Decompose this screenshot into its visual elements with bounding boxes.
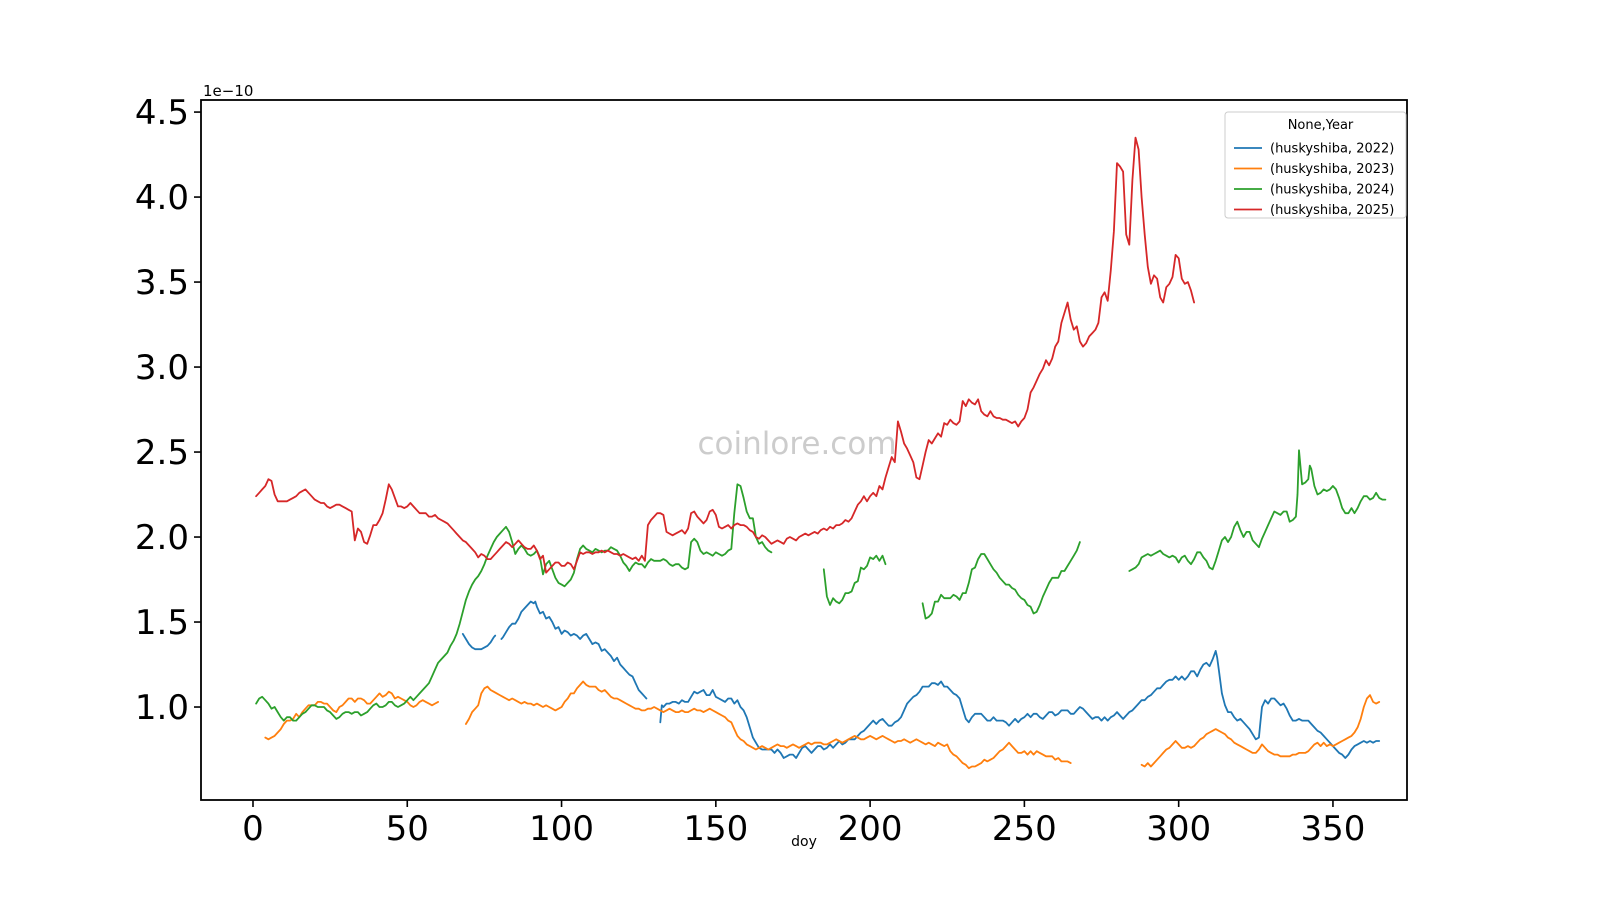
y-tick-label: 3.0: [135, 348, 189, 388]
y-tick-label: 4.0: [135, 178, 189, 218]
x-tick-label: 200: [838, 809, 903, 849]
y-tick-label: 2.5: [135, 433, 189, 473]
legend-entry-label: (huskyshiba, 2022): [1270, 142, 1394, 157]
legend-entry-label: (huskyshiba, 2024): [1270, 183, 1394, 198]
y-tick-label: 1.5: [135, 603, 189, 643]
legend-title: None,Year: [1288, 118, 1354, 133]
x-tick-label: 250: [992, 809, 1057, 849]
plot-border: [200, 99, 1408, 801]
series-line-huskyshiba-2024: [822, 554, 887, 606]
x-tick-label: 350: [1300, 809, 1365, 849]
x-tick-label: 150: [683, 809, 748, 849]
series-line-huskyshiba-2022: [461, 633, 497, 651]
x-axis-label: doy: [791, 834, 817, 850]
legend-box: [1224, 111, 1407, 219]
series-line-huskyshiba-2025: [255, 136, 1195, 574]
series-line-huskyshiba-2022: [659, 650, 1381, 759]
legend-entry-label: (huskyshiba, 2023): [1270, 162, 1394, 177]
y-tick-label: 2.0: [135, 518, 189, 558]
watermark-text: coinlore.com: [697, 426, 896, 462]
series-line-huskyshiba-2023: [464, 680, 1072, 770]
series-line-huskyshiba-2024: [255, 483, 773, 722]
x-tick-label: 0: [242, 809, 264, 849]
y-tick-label: 3.5: [135, 263, 189, 303]
x-tick-label: 100: [529, 809, 594, 849]
series-line-huskyshiba-2024: [921, 541, 1081, 620]
series-line-huskyshiba-2024: [1128, 449, 1387, 572]
legend-entry-label: (huskyshiba, 2025): [1270, 203, 1394, 218]
y-tick-label: 1.0: [135, 688, 189, 728]
series-line-huskyshiba-2022: [500, 600, 648, 700]
series-line-huskyshiba-2023: [264, 690, 440, 741]
y-axis-offset-label: 1e−10: [203, 82, 253, 100]
x-tick-label: 50: [386, 809, 429, 849]
x-tick-label: 300: [1146, 809, 1211, 849]
series-line-huskyshiba-2023: [1140, 694, 1381, 768]
y-tick-label: 4.5: [135, 93, 189, 133]
